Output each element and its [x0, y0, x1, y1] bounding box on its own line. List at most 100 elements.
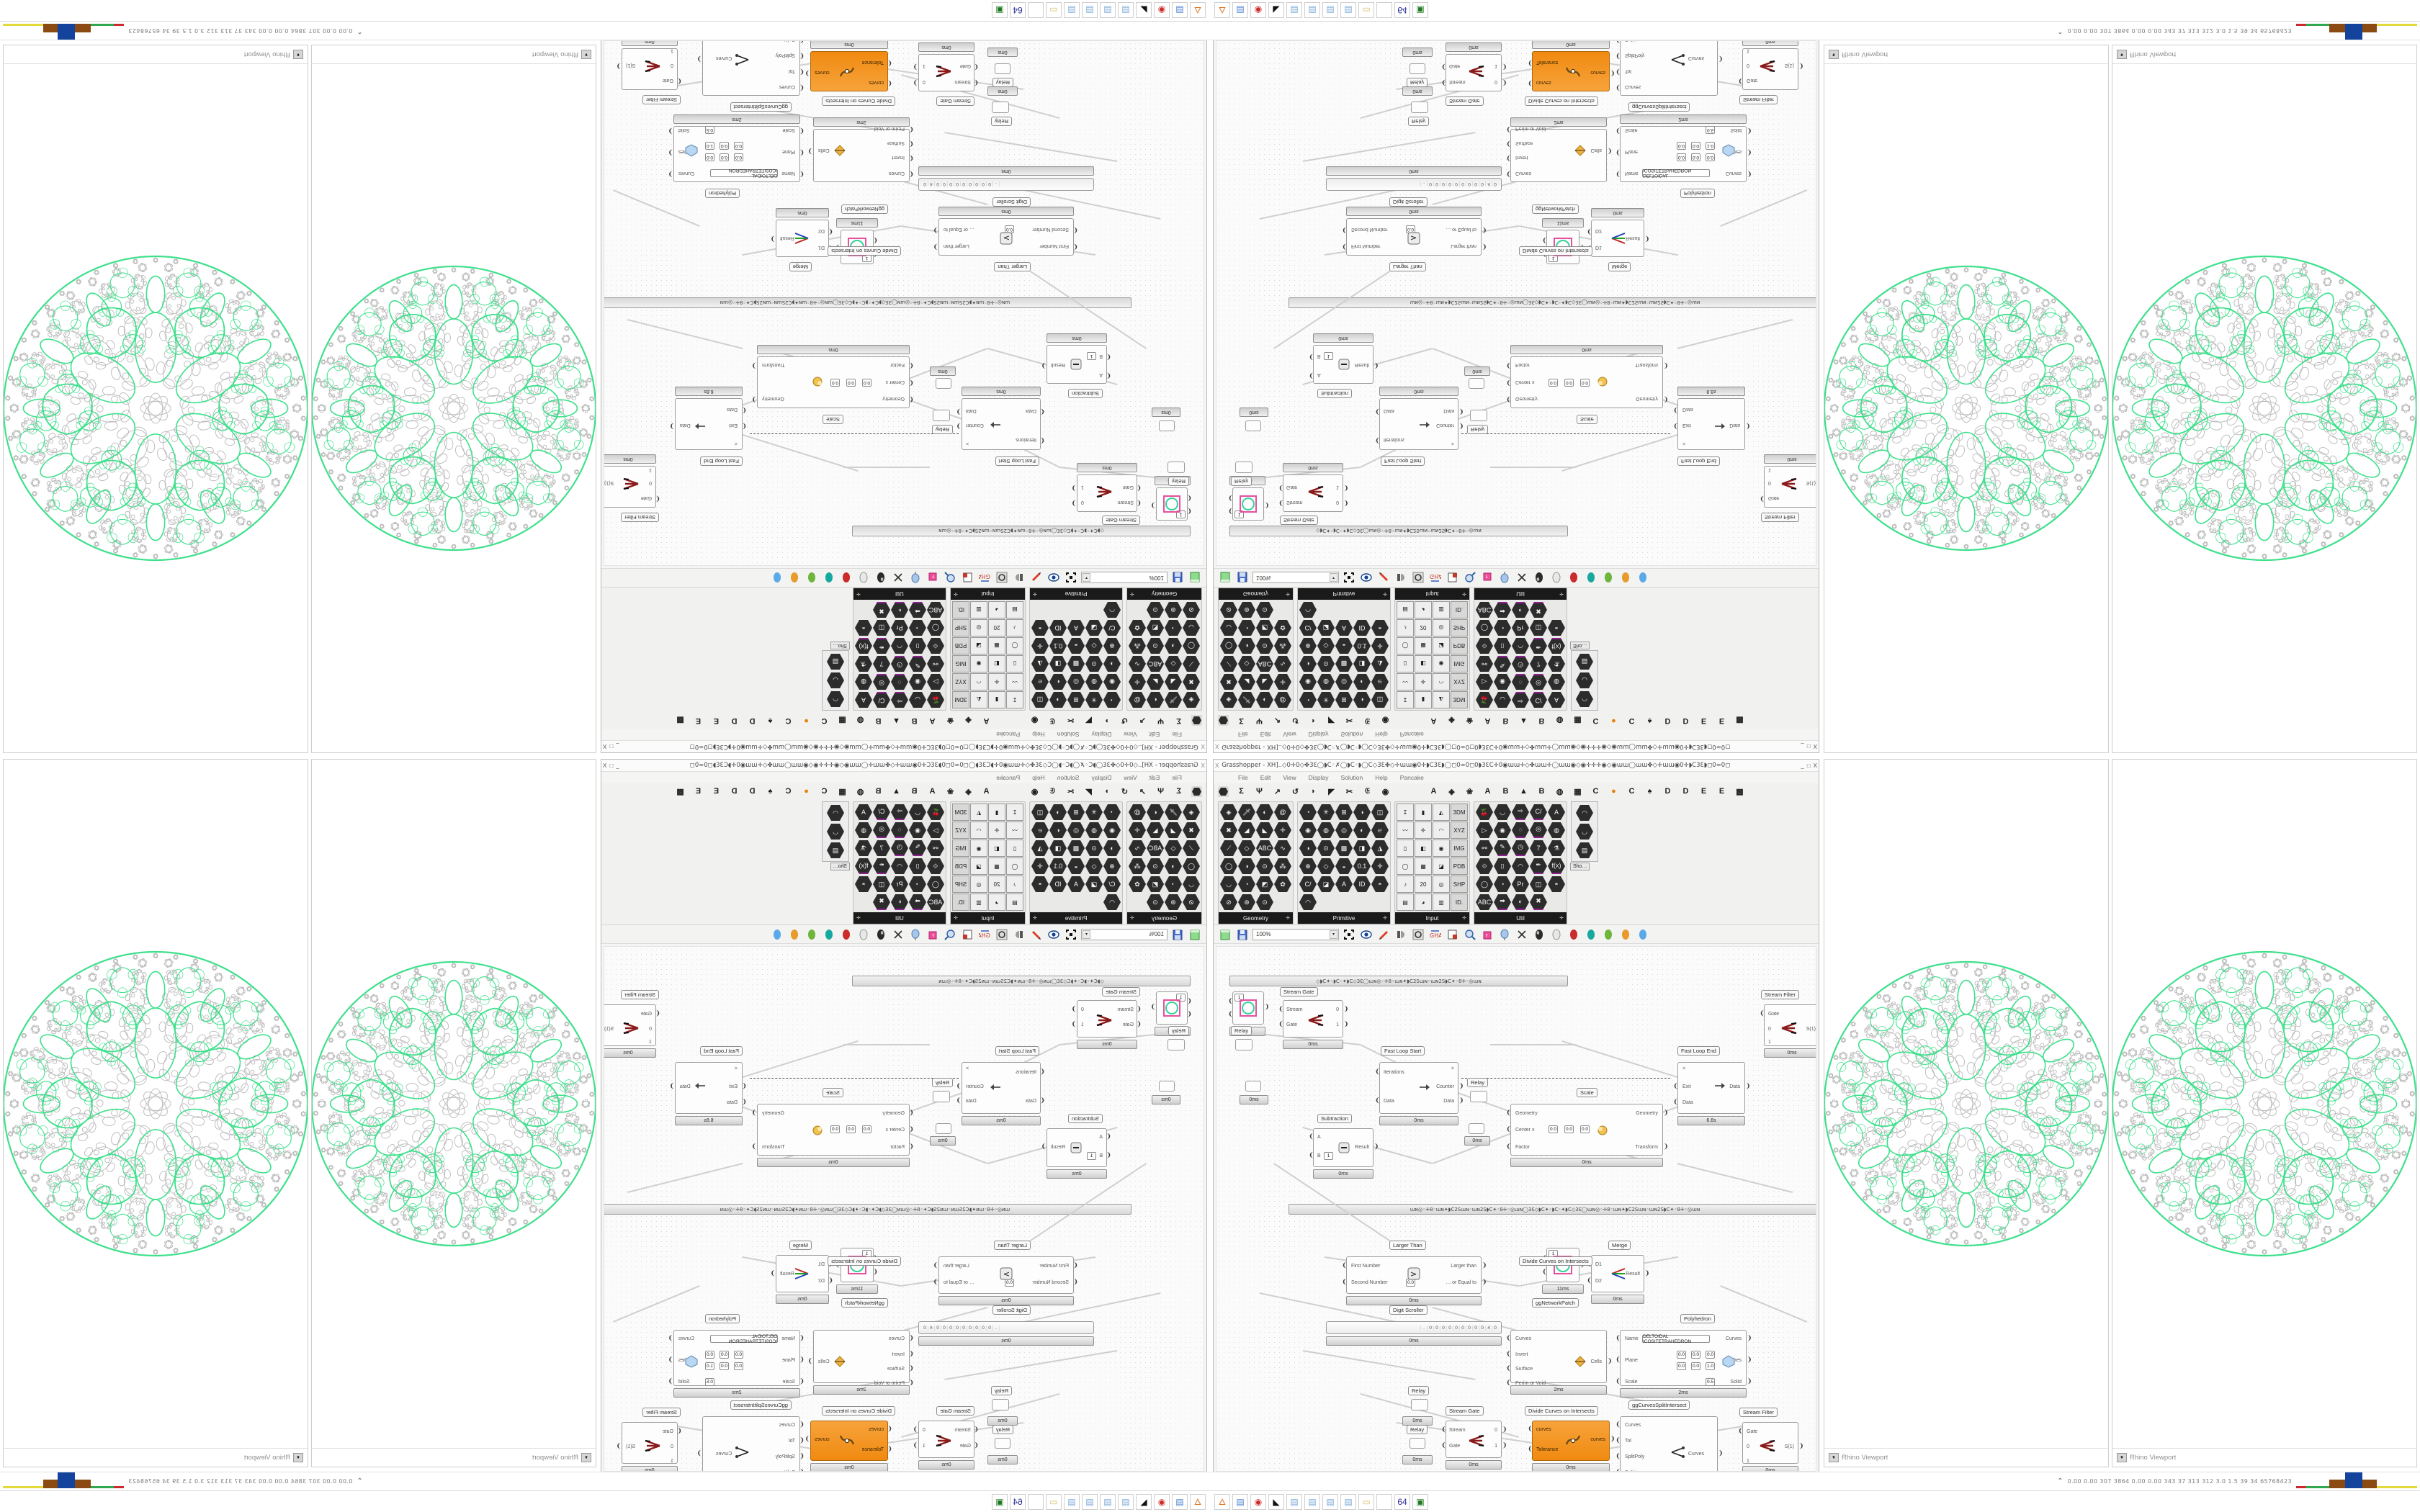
node-field-0[interactable]: 0.0 [1549, 379, 1558, 387]
component-icon-3-1[interactable]: ◡ [1494, 691, 1511, 708]
ribbon-tab-6[interactable]: ◤ [1328, 787, 1335, 796]
node-name-tag[interactable]: Divide Curves on Intersects [828, 246, 901, 256]
component-icon-3-20[interactable]: ◯ [1476, 876, 1493, 893]
component-icon-2-3[interactable]: 3DM [952, 691, 969, 708]
digit-4[interactable]: 0 [967, 181, 974, 187]
component-icon-0-14[interactable]: ⊙ [1256, 858, 1273, 875]
gha-icon[interactable]: GHA [977, 927, 992, 942]
component-icon-3-8[interactable]: ◎ [873, 822, 890, 839]
component-icon-0-22[interactable]: ⊙ [1147, 894, 1164, 911]
component-icon-2-21[interactable]: ◕ [988, 894, 1005, 911]
component-icon-3-12[interactable]: ◷ [1512, 655, 1529, 672]
floating-icon-0[interactable]: ◠ [827, 804, 844, 822]
component-icon-3-3[interactable]: C/ [873, 691, 890, 708]
node-stream-filter-1[interactable]: Gate 0 1 S(1) [604, 466, 656, 508]
component-icon-1-22[interactable]: A [1067, 876, 1085, 893]
node-name-tag[interactable]: Scale [823, 415, 843, 424]
node-name-tag[interactable]: Fast Loop End [700, 456, 743, 466]
magnify-icon[interactable] [1463, 571, 1477, 585]
node-field-5[interactable]: 0.0 [1691, 142, 1700, 150]
component-icon-3-13[interactable]: 7 [873, 840, 890, 857]
component-icon-0-20[interactable]: ⊘ [1183, 894, 1200, 911]
component-icon-3-12[interactable]: ◷ [891, 655, 908, 672]
node-name-tag[interactable]: Relay [1408, 117, 1430, 126]
component-icon-3-22[interactable]: Pr [891, 876, 908, 893]
component-icon-1-21[interactable]: ◪ [1085, 619, 1103, 636]
node-field-2[interactable]: 0.0 [1691, 1351, 1700, 1359]
component-icon-1-4[interactable]: ◫ [1031, 691, 1049, 708]
digit-9[interactable]: 0 [1479, 181, 1485, 187]
node-field-2[interactable]: 0.0 [1691, 153, 1700, 161]
component-icon-1-3[interactable]: ◑ [1049, 804, 1067, 821]
component-icon-0-21[interactable]: ⊛ [1238, 601, 1255, 618]
component-icon-1-18[interactable]: 0.1 [1353, 858, 1371, 875]
component-icon-2-0[interactable]: ↧ [1006, 691, 1023, 708]
taskbar-icon-floppy-64[interactable]: 64 [1394, 1493, 1410, 1510]
component-icon-2-23[interactable]: ID. [1451, 601, 1468, 618]
ribbon-tab-right-6[interactable]: B [875, 787, 882, 796]
node-name-tag[interactable]: Scale [1577, 1088, 1597, 1097]
ribbon-tab-right-1[interactable]: ◈ [965, 787, 972, 796]
digit-6[interactable]: 0 [1459, 181, 1466, 187]
node-name-tag[interactable]: Polyhedron [1680, 1314, 1715, 1323]
node-canvas[interactable]: ◇◗C✦◦◗C◦✦◗C◇3Ɛ◯ɯɴ◎◦✛8◦ɯɴ✦◗C2Sɯɴ◦ɯɴ2S◗C✦◦… [604, 946, 1204, 1472]
node-larger-than[interactable]: First Number Second Number Larger than… or… [1346, 1256, 1482, 1294]
save-icon[interactable] [1170, 571, 1185, 585]
component-icon-1-8[interactable]: ◐ [1049, 673, 1067, 690]
new-file-icon[interactable] [1218, 571, 1232, 585]
ribbon-tab-right-11[interactable]: C [1628, 787, 1635, 796]
node-field-0[interactable]: 0.0 [862, 1125, 871, 1133]
ribbon-tab-right-11[interactable]: C [785, 787, 792, 796]
component-icon-1-6[interactable]: ◍ [1085, 822, 1103, 839]
digit-2[interactable]: 0 [980, 181, 987, 187]
digit-9[interactable]: 0 [935, 1325, 941, 1331]
component-icon-1-10[interactable]: ◑ [1103, 655, 1121, 672]
node-name-tag[interactable]: Stream Filter [621, 513, 659, 522]
component-icon-3-27[interactable]: ◐ [891, 894, 908, 911]
group-bar-1[interactable]: ɯɴ◎◦✛8◦ɯɴ✦◗C2Sɯɴ◦ɯɴ2S◗C✦◦8✛◦◎ɯɴ◯3Ɛ◇◗C✦◦◗… [604, 1204, 1131, 1215]
node-name-tag[interactable]: Stream Gate [1280, 987, 1318, 996]
digit-11[interactable]: 0 [1492, 181, 1498, 187]
component-icon-3-26[interactable]: ➡ [909, 894, 926, 911]
group-bar-0[interactable]: ◇◗C✦◦◗C◦✦◗C◇3Ɛ◯ɯɴ◎◦✛8◦ɯɴ✦◗C2Sɯɴ◦ɯɴ2S◗C✦◦… [1229, 526, 1568, 536]
component-icon-2-2[interactable]: ◭ [1433, 691, 1450, 708]
floating-icon-0[interactable]: ◠ [827, 690, 844, 708]
taskbar-icon-notes-dark[interactable]: ◣ [1136, 1493, 1152, 1510]
component-icon-0-10[interactable]: ABC [1256, 655, 1273, 672]
digit-2[interactable]: 0 [1433, 1325, 1440, 1331]
component-icon-1-23[interactable]: ID [1353, 619, 1371, 636]
component-icon-2-22[interactable]: ▥ [1433, 601, 1450, 618]
component-icon-0-11[interactable]: ∿ [1129, 655, 1146, 672]
digit-5[interactable]: 0 [961, 181, 967, 187]
component-icon-0-6[interactable]: ◣ [1256, 822, 1273, 839]
node-field-4[interactable]: 0.0 [734, 1362, 743, 1370]
cluster-icon[interactable] [1394, 927, 1408, 942]
node-field-1[interactable]: 0.0 [734, 1351, 743, 1359]
component-icon-2-2[interactable]: ◭ [1433, 804, 1450, 821]
component-icon-2-12[interactable]: ◯ [1006, 637, 1023, 654]
node-ggcurvessplitintersect[interactable]: CurvesTolSplitPolySplittersCurves [702, 40, 800, 96]
preview-eye-icon[interactable] [1047, 927, 1061, 942]
ribbon-tab-9[interactable]: ◉ [1381, 716, 1389, 725]
menu-item-view[interactable]: View [1283, 731, 1296, 738]
ribbon-tab-6[interactable]: ◤ [1085, 787, 1092, 796]
component-icon-0-13[interactable]: ◑ [1165, 637, 1182, 654]
ribbon-tab-right-6[interactable]: B [1538, 716, 1545, 725]
close-icon[interactable]: X [1215, 743, 1219, 750]
sphere-dark-icon[interactable] [1532, 571, 1546, 585]
component-icon-2-22[interactable]: ▥ [970, 601, 987, 618]
component-icon-1-12[interactable]: ▩ [1335, 655, 1353, 672]
component-icon-1-25[interactable]: ◠ [1103, 601, 1121, 618]
component-icon-1-24[interactable]: ◓ [1371, 876, 1389, 893]
taskbar-icon-firefox[interactable]: 🜂 [1190, 2, 1206, 19]
ribbon-tab-right-5[interactable]: ▲ [892, 787, 900, 796]
bake-icon[interactable] [1029, 571, 1044, 585]
node-name-tag[interactable]: Relay [1407, 1425, 1428, 1434]
node-merge[interactable]: D1 D2 Result [776, 1255, 829, 1292]
node-name-tag[interactable]: ggNetworkPatch [1532, 1298, 1579, 1308]
ribbon-tab-right-15[interactable]: E [1700, 787, 1707, 796]
node-relay-4[interactable] [936, 1123, 951, 1134]
node-relay-3[interactable] [1470, 1091, 1487, 1102]
node-divide-curves[interactable]: Curves Invert Surface Perim or Void Cells [813, 1330, 910, 1386]
component-icon-0-19[interactable]: ✿ [1129, 876, 1146, 893]
